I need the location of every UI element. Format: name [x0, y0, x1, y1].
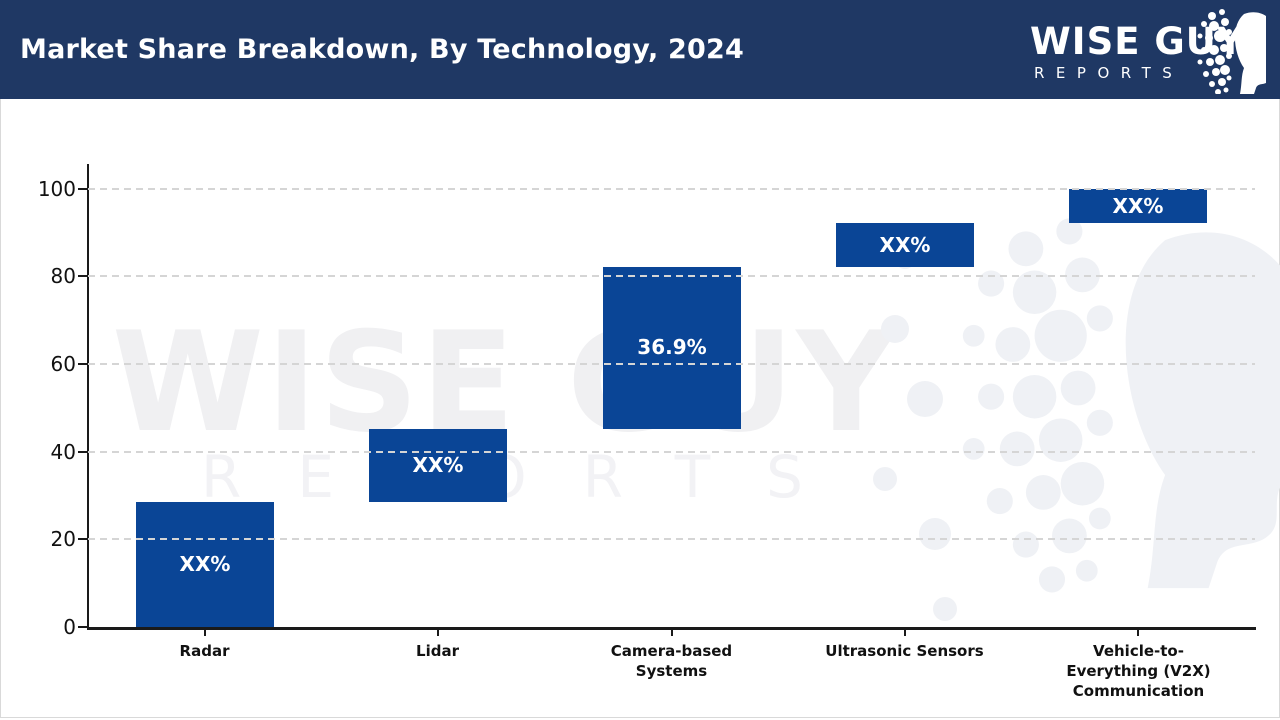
- x-axis-tick-mark: [904, 629, 906, 636]
- category-label-line: Systems: [635, 661, 708, 680]
- y-axis-tick-label: 100: [37, 176, 76, 201]
- x-axis-line: [87, 627, 1256, 630]
- bar-ultrasonic-sensors: [836, 222, 974, 268]
- x-axis-tick-mark: [437, 629, 439, 636]
- y-axis-tick-mark: [78, 275, 88, 278]
- x-axis-tick-mark: [671, 629, 673, 636]
- header-bar: Market Share Breakdown, By Technology, 2…: [0, 0, 1280, 99]
- bar-camera-based-systems: [603, 267, 741, 429]
- category-label-line: Ultrasonic Sensors: [825, 642, 984, 660]
- page-title: Market Share Breakdown, By Technology, 2…: [20, 34, 745, 65]
- gridline-40: [88, 450, 1255, 453]
- y-axis-tick-mark: [78, 187, 88, 190]
- category-label-line: Camera-based: [610, 642, 733, 660]
- gridline-100: [88, 187, 1255, 190]
- x-axis-category-label: Ultrasonic Sensors: [792, 642, 1017, 662]
- waterfall-chart: 0 20 40 60 80 100 XX% Radar XX% Lidar 36.9% Camera-…: [0, 99, 1280, 718]
- bar-value-label: XX%: [879, 232, 931, 257]
- bar-radar: [136, 501, 274, 627]
- y-axis-line: [87, 164, 89, 630]
- x-axis-tick-mark: [1137, 629, 1139, 636]
- x-axis-tick-mark: [204, 629, 206, 636]
- bar-value-label: 36.9%: [637, 335, 707, 359]
- watermark-tagline-text: REPORTS: [201, 443, 859, 511]
- y-axis-tick-label: 20: [50, 527, 76, 552]
- bar-lidar: [369, 428, 507, 502]
- wise-guy-logo: WISE GUY REPORTS: [1030, 8, 1266, 94]
- bar-value-label: XX%: [179, 551, 231, 576]
- y-axis-tick-mark: [78, 538, 88, 541]
- x-axis-category-label: Radar: [92, 642, 317, 662]
- logo-tagline-text: REPORTS: [1034, 64, 1183, 82]
- watermark-head-icon: [873, 218, 1280, 621]
- bar-vehicle-to-everything-v2x-communication: [1069, 188, 1207, 223]
- category-label-line: Vehicle-to-: [1093, 642, 1184, 660]
- y-axis-tick-label: 0: [63, 615, 76, 639]
- y-axis-tick-label: 80: [50, 264, 76, 289]
- category-label-line: Everything (V2X): [1066, 661, 1211, 680]
- gridline-60: [88, 362, 1255, 365]
- x-axis-category-label: Vehicle-to- Everything (V2X) Communication: [1026, 642, 1251, 701]
- x-axis-category-label: Camera-based Systems: [559, 642, 784, 682]
- category-label-line: Lidar: [416, 642, 459, 660]
- logo-head-icon: [1197, 8, 1266, 94]
- gridline-20: [88, 538, 1255, 541]
- gridline-80: [88, 275, 1255, 278]
- y-axis-tick-label: 60: [50, 351, 76, 376]
- y-axis-tick-label: 40: [50, 439, 76, 464]
- bar-value-label: XX%: [1112, 193, 1164, 218]
- bar-value-label: XX%: [412, 452, 464, 477]
- category-label-line: Radar: [179, 642, 230, 660]
- x-axis-category-label: Lidar: [325, 642, 550, 662]
- category-label-line: Communication: [1072, 681, 1205, 700]
- y-axis-tick-mark: [78, 626, 88, 628]
- y-axis-tick-mark: [78, 450, 88, 453]
- y-axis-tick-mark: [78, 362, 88, 365]
- chart-area: WISE GUY REPORTS: [0, 99, 1280, 718]
